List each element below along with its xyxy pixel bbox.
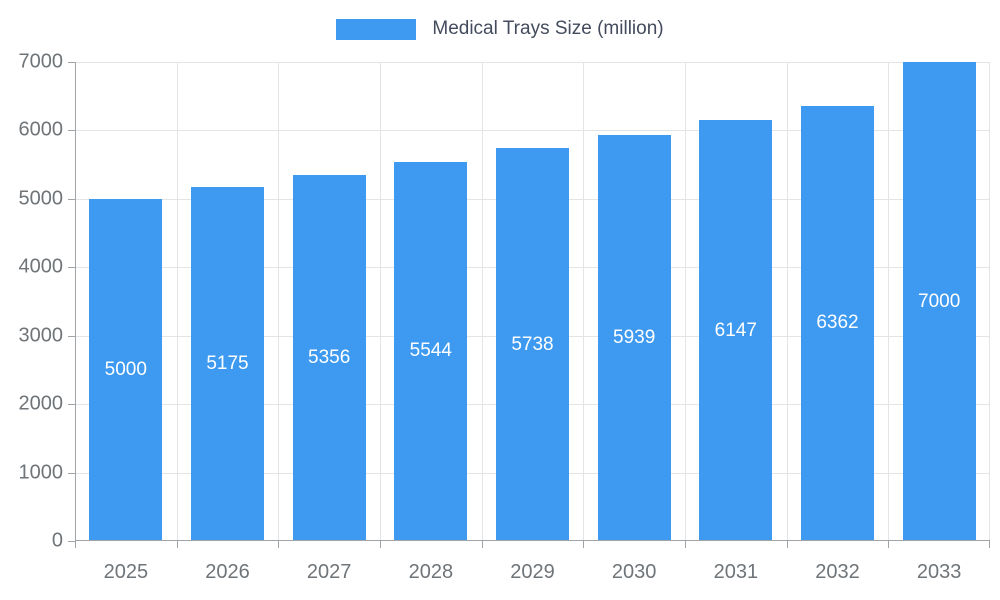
y-axis-tick bbox=[68, 472, 75, 474]
bar-value-label: 6147 bbox=[714, 319, 757, 341]
x-axis-tick bbox=[380, 541, 381, 548]
bar-value-label: 5175 bbox=[206, 352, 249, 374]
y-axis-tick bbox=[68, 130, 75, 132]
y-tick-label: 4000 bbox=[18, 255, 64, 278]
bar-value-label: 5939 bbox=[613, 326, 656, 348]
y-tick-label: 5000 bbox=[18, 187, 64, 210]
x-tick-label: 2026 bbox=[205, 561, 250, 583]
x-axis-tick bbox=[989, 541, 990, 548]
bar: 5356 bbox=[292, 174, 366, 541]
bar: 5000 bbox=[89, 198, 163, 541]
y-axis-line bbox=[75, 62, 76, 541]
bar: 5738 bbox=[495, 148, 570, 541]
plot-area: 5000 5175 5356 5544 5738 5939 6147 6362 7000 bbox=[75, 62, 990, 541]
y-tick-label: 1000 bbox=[18, 461, 64, 484]
x-axis-tick bbox=[481, 541, 483, 548]
y-axis-tick bbox=[68, 62, 75, 63]
bar: 5939 bbox=[597, 134, 671, 541]
x-tick-label: 2033 bbox=[916, 561, 962, 583]
x-tick-label: 2031 bbox=[713, 561, 759, 583]
x-axis-tick bbox=[786, 541, 788, 548]
gridline-horizontal bbox=[75, 130, 990, 132]
legend-label: Medical Trays Size (million) bbox=[432, 18, 664, 39]
legend: Medical Trays Size (million) bbox=[0, 14, 1000, 44]
y-axis-tick bbox=[68, 541, 75, 542]
x-tick-label: 2032 bbox=[815, 561, 860, 583]
bar: 5175 bbox=[190, 186, 265, 541]
x-axis-tick bbox=[278, 541, 280, 548]
x-axis-tick bbox=[888, 541, 890, 548]
x-axis-tick bbox=[75, 541, 76, 548]
y-axis-tick bbox=[68, 335, 75, 337]
gridline-vertical bbox=[481, 62, 483, 541]
gridline-vertical bbox=[380, 62, 381, 541]
x-tick-label: 2027 bbox=[306, 561, 352, 583]
x-axis-tick bbox=[583, 541, 585, 548]
x-tick-label: 2025 bbox=[103, 561, 149, 583]
x-tick-label: 2029 bbox=[510, 561, 555, 583]
gridline-horizontal bbox=[75, 62, 990, 63]
gridline-vertical bbox=[685, 62, 686, 541]
bar-value-label: 7000 bbox=[918, 290, 961, 312]
bar: 6147 bbox=[699, 120, 773, 541]
gridline-vertical bbox=[278, 62, 280, 541]
bar: 7000 bbox=[902, 62, 976, 541]
bar-value-label: 5544 bbox=[409, 340, 452, 362]
y-tick-label: 3000 bbox=[18, 324, 64, 347]
y-tick-label: 6000 bbox=[18, 118, 64, 141]
x-axis-line bbox=[75, 540, 990, 541]
y-tick-label: 7000 bbox=[18, 50, 64, 73]
gridline-vertical bbox=[176, 62, 178, 541]
x-axis-tick bbox=[176, 541, 178, 548]
gridline-vertical bbox=[888, 62, 890, 541]
y-axis-tick bbox=[68, 404, 75, 406]
gridline-vertical bbox=[786, 62, 788, 541]
gridline-vertical bbox=[989, 62, 990, 541]
y-tick-label: 2000 bbox=[18, 392, 64, 415]
bar: 6362 bbox=[800, 105, 875, 541]
x-tick-label: 2030 bbox=[611, 561, 657, 583]
bar-value-label: 5738 bbox=[511, 333, 554, 355]
x-tick-label: 2028 bbox=[408, 561, 454, 583]
gridline-vertical bbox=[583, 62, 585, 541]
y-axis-tick bbox=[68, 267, 75, 269]
legend-swatch bbox=[336, 18, 417, 40]
bar-value-label: 6362 bbox=[816, 312, 859, 334]
bar-value-label: 5000 bbox=[104, 358, 147, 380]
bar: 5544 bbox=[394, 161, 468, 541]
y-axis-tick bbox=[68, 198, 75, 200]
bar-value-label: 5356 bbox=[308, 346, 351, 368]
y-tick-label: 0 bbox=[51, 529, 63, 552]
x-axis-tick bbox=[685, 541, 686, 548]
